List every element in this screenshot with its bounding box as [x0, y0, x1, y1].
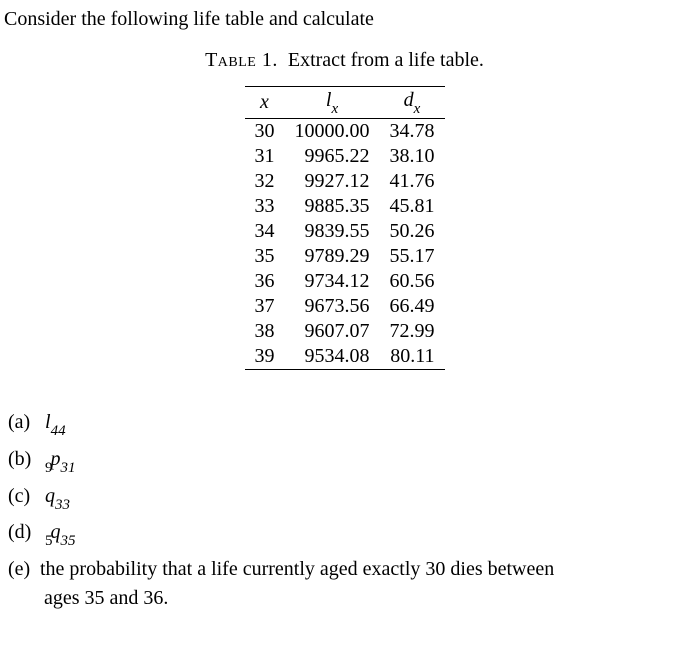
table-caption: Table 1. Extract from a life table.	[4, 49, 685, 72]
table-cell: 33	[245, 194, 285, 219]
table-row: 319965.2238.10	[245, 144, 445, 169]
question-list: (a) l44 (b) 9p31 (c) q33 (d) 5q35 (e)the…	[4, 408, 685, 613]
table-cell: 38.10	[380, 144, 445, 169]
table-cell: 35	[245, 244, 285, 269]
table-cell: 55.17	[380, 244, 445, 269]
table-cell: 39	[245, 344, 285, 370]
question-a: (a) l44	[8, 408, 685, 441]
table-row: 399534.0880.11	[245, 344, 445, 370]
table-row: 359789.2955.17	[245, 244, 445, 269]
table-cell: 80.11	[380, 344, 445, 370]
col-x: x	[245, 87, 285, 119]
table-row: 329927.1241.76	[245, 169, 445, 194]
table-cell: 45.81	[380, 194, 445, 219]
life-table: x lx dx 3010000.0034.78319965.2238.10329…	[245, 86, 445, 370]
table-cell: 41.76	[380, 169, 445, 194]
table-cell: 9927.12	[285, 169, 380, 194]
table-cell: 9734.12	[285, 269, 380, 294]
intro-text: Consider the following life table and ca…	[4, 8, 685, 31]
table-cell: 36	[245, 269, 285, 294]
table-row: 339885.3545.81	[245, 194, 445, 219]
table-cell: 38	[245, 319, 285, 344]
col-lx: lx	[285, 87, 380, 119]
caption-prefix: Table 1.	[205, 49, 278, 71]
table-cell: 30	[245, 119, 285, 145]
table-header-row: x lx dx	[245, 87, 445, 119]
table-cell: 66.49	[380, 294, 445, 319]
table-cell: 9607.07	[285, 319, 380, 344]
caption-text: Extract from a life table.	[288, 49, 484, 71]
table-cell: 34	[245, 219, 285, 244]
table-cell: 9534.08	[285, 344, 380, 370]
table-cell: 50.26	[380, 219, 445, 244]
question-c: (c) q33	[8, 482, 685, 515]
table-row: 369734.1260.56	[245, 269, 445, 294]
table-cell: 9965.22	[285, 144, 380, 169]
table-cell: 72.99	[380, 319, 445, 344]
table-cell: 9839.55	[285, 219, 380, 244]
table-cell: 32	[245, 169, 285, 194]
table-cell: 31	[245, 144, 285, 169]
table-cell: 9673.56	[285, 294, 380, 319]
table-cell: 10000.00	[285, 119, 380, 145]
question-b: (b) 9p31	[8, 445, 685, 478]
col-dx: dx	[380, 87, 445, 119]
question-e: (e)the probability that a life currently…	[8, 555, 685, 613]
table-cell: 9885.35	[285, 194, 380, 219]
table-cell: 60.56	[380, 269, 445, 294]
table-row: 389607.0772.99	[245, 319, 445, 344]
table-body: 3010000.0034.78319965.2238.10329927.1241…	[245, 119, 445, 370]
table-row: 379673.5666.49	[245, 294, 445, 319]
table-cell: 9789.29	[285, 244, 380, 269]
table-cell: 37	[245, 294, 285, 319]
question-d: (d) 5q35	[8, 518, 685, 551]
table-row: 3010000.0034.78	[245, 119, 445, 145]
table-row: 349839.5550.26	[245, 219, 445, 244]
table-cell: 34.78	[380, 119, 445, 145]
